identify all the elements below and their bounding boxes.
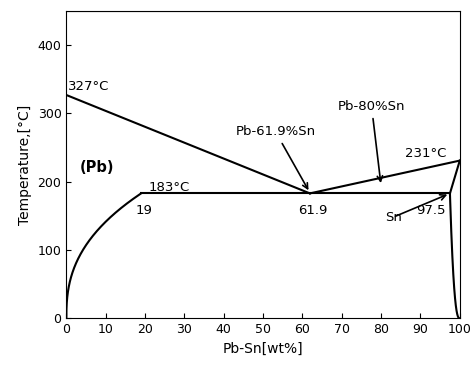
Text: Pb-61.9%Sn: Pb-61.9%Sn — [236, 125, 316, 188]
Y-axis label: Temperature,[°C]: Temperature,[°C] — [18, 105, 32, 225]
Text: 183°C: 183°C — [149, 181, 190, 194]
Text: 97.5: 97.5 — [417, 204, 446, 217]
Text: (Pb): (Pb) — [80, 160, 115, 175]
Text: Sn: Sn — [385, 212, 402, 224]
X-axis label: Pb-Sn[wt%]: Pb-Sn[wt%] — [223, 342, 303, 356]
Text: 61.9: 61.9 — [299, 204, 328, 217]
Text: 231°C: 231°C — [405, 146, 446, 160]
Text: 19: 19 — [135, 204, 152, 217]
Text: Pb-80%Sn: Pb-80%Sn — [338, 100, 405, 181]
Text: 327°C: 327°C — [68, 79, 109, 93]
